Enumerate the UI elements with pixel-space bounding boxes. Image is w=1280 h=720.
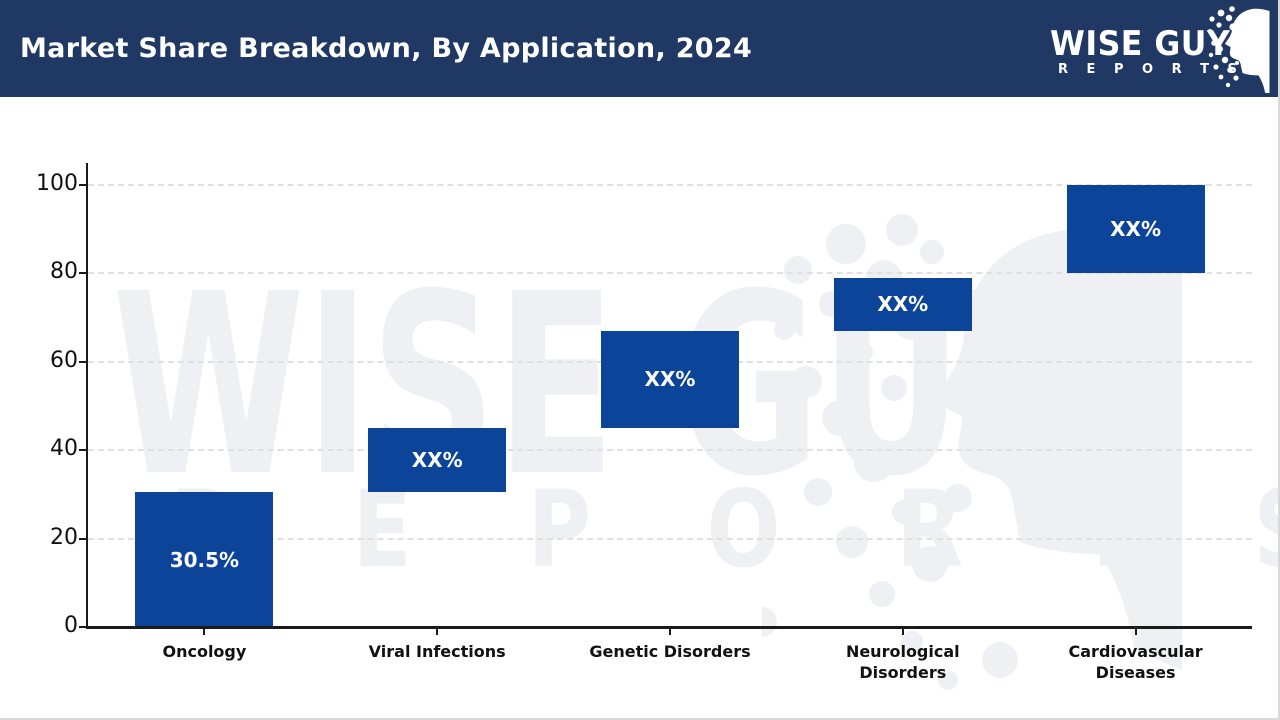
x-tick-mark-3 — [901, 627, 904, 635]
gridline-100 — [88, 184, 1252, 186]
y-tick-label-60: 60 — [50, 347, 78, 373]
x-tick-label-1: Viral Infections — [368, 642, 506, 661]
y-tick-mark-40 — [79, 449, 88, 452]
bar-value-label: XX% — [1110, 217, 1162, 242]
bar-value-label: 30.5% — [169, 547, 240, 572]
logo-subtext: R E P O R T S — [1058, 62, 1244, 77]
x-tick-mark-2 — [669, 627, 671, 635]
bar-value-label: XX% — [877, 292, 929, 317]
logo-head-icon — [1208, 6, 1270, 93]
x-tick-label-0: Oncology — [162, 642, 247, 661]
x-tick-label-4: Cardiovascular Diseases — [1068, 642, 1203, 682]
y-tick-mark-20 — [79, 537, 88, 540]
y-tick-mark-60 — [79, 360, 88, 363]
x-tick-label-2: Genetic Disorders — [589, 642, 751, 661]
y-tick-label-0: 0 — [64, 613, 78, 638]
y-tick-label-20: 20 — [50, 524, 78, 550]
x-tick-mark-1 — [436, 627, 439, 635]
y-tick-label-100: 100 — [36, 171, 78, 196]
x-tick-mark-0 — [203, 627, 206, 635]
bar-neurological-disorders: XX% — [833, 277, 972, 331]
gridline-20 — [88, 537, 1252, 540]
y-axis-line — [86, 163, 88, 629]
x-tick-mark-4 — [1134, 627, 1137, 635]
plot-area: 0 20 40 60 80 100 30.5% Oncology XX% Viral Infect… — [0, 97, 1280, 720]
gridline-40 — [88, 449, 1252, 452]
bar-value-label: XX% — [411, 448, 463, 473]
bar-genetic-disorders: XX% — [601, 330, 739, 429]
y-tick-label-40: 40 — [50, 436, 78, 462]
x-axis-line — [86, 626, 1252, 629]
logo-wordmark: WISE GUY — [1050, 24, 1231, 64]
bar-cardiovascular-diseases: XX% — [1066, 185, 1205, 274]
y-tick-label-80: 80 — [50, 259, 78, 285]
x-tick-label-3: Neurological Disorders — [845, 642, 960, 682]
y-tick-mark-80 — [79, 272, 88, 275]
bar-value-label: XX% — [644, 367, 696, 392]
y-tick-mark-0 — [79, 626, 88, 628]
page-title: Market Share Breakdown, By Application, … — [20, 33, 753, 64]
bar-oncology: 30.5% — [135, 492, 274, 627]
bar-viral-infections: XX% — [368, 428, 507, 493]
logo: WISE GUY R E P O R T S — [1012, 0, 1272, 97]
y-tick-mark-100 — [79, 184, 88, 186]
header-bar: Market Share Breakdown, By Application, … — [0, 0, 1280, 97]
gridline-80 — [88, 272, 1252, 275]
